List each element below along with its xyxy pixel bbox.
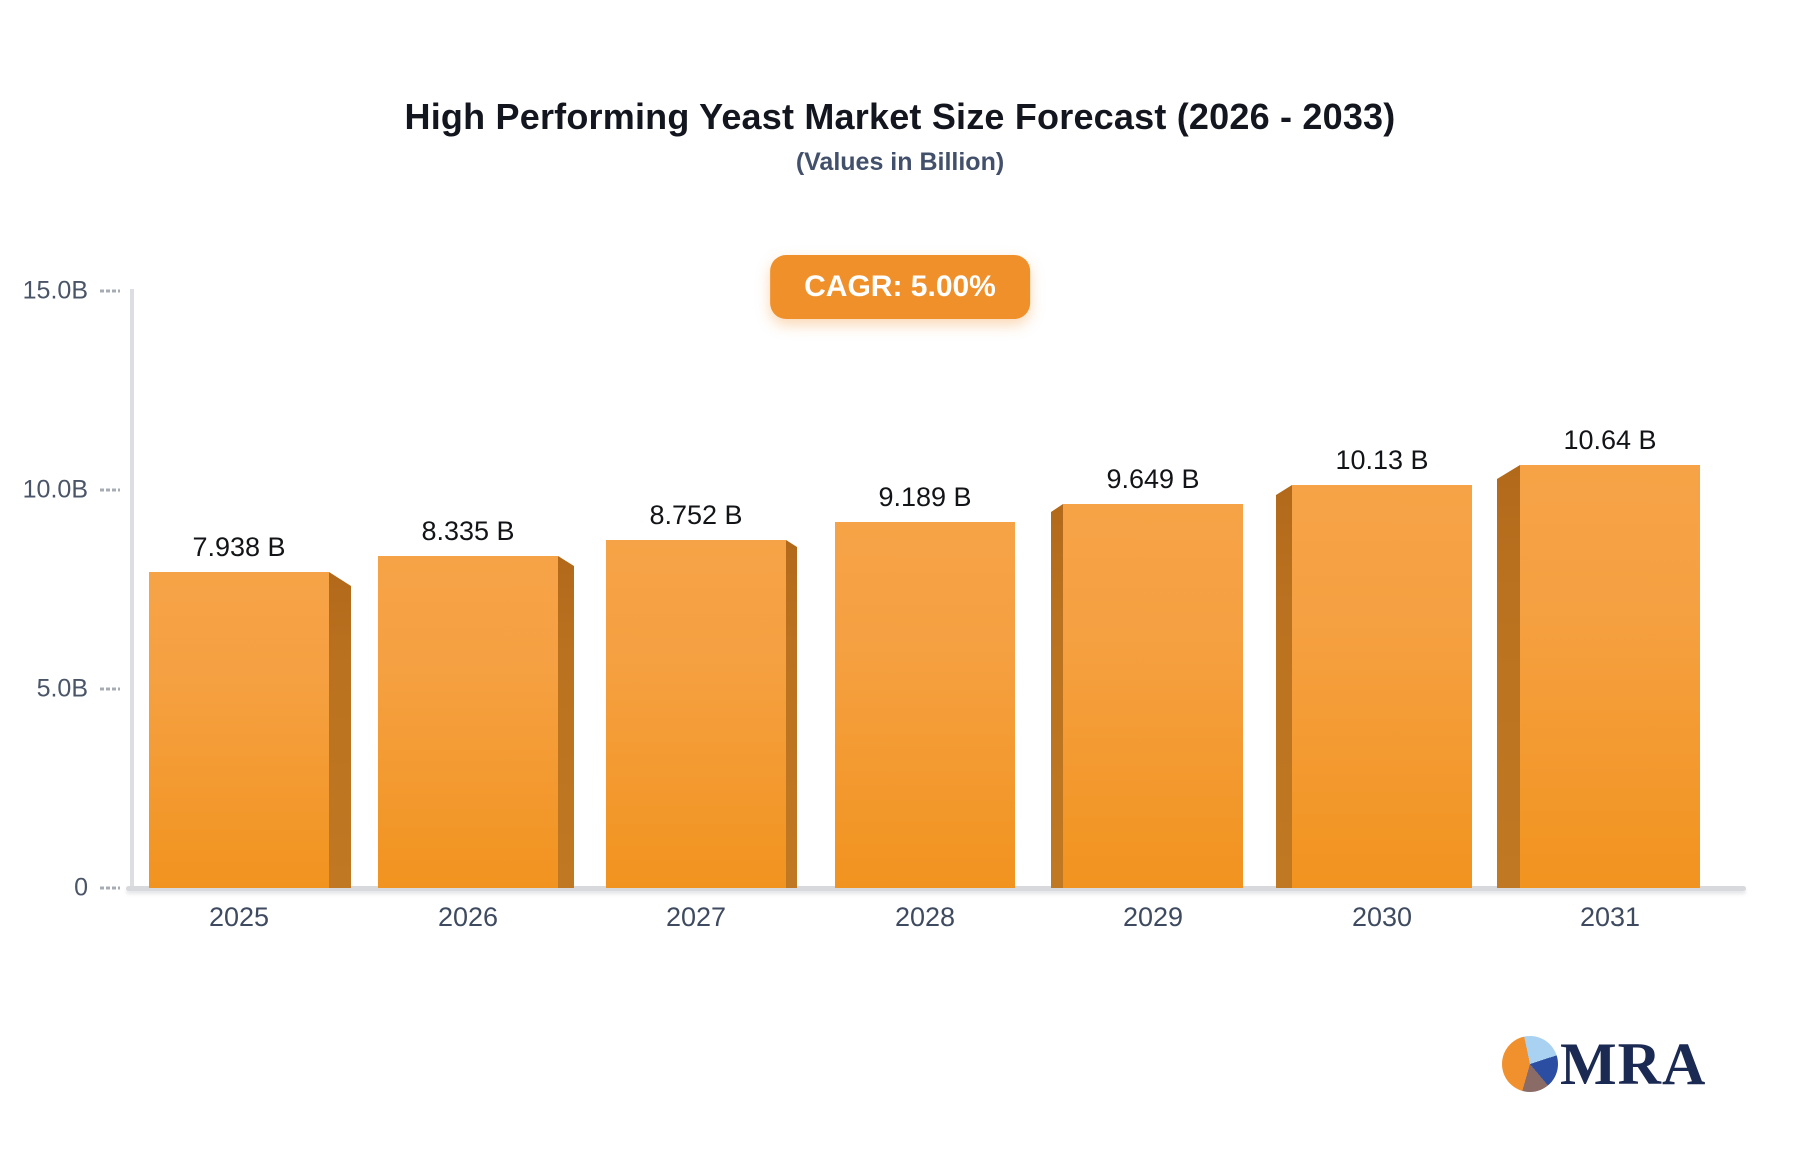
x-axis-label-2026: 2026 (437, 902, 499, 932)
x-axis-label-2025: 2025 (208, 902, 270, 932)
bar-side-2030 (1276, 485, 1292, 888)
mra-logo: MRA (1502, 1031, 1707, 1097)
y-tick-dash (100, 289, 120, 293)
bar-2031[interactable] (1520, 465, 1700, 888)
bar-2030[interactable] (1292, 485, 1472, 888)
bar-value-label-2028: 9.189 B (878, 482, 972, 512)
bar-value-label-2026: 8.335 B (421, 516, 515, 546)
y-tick-dash (100, 488, 120, 492)
chart-subtitle: (Values in Billion) (795, 148, 1005, 176)
bar-side-2027 (786, 540, 797, 888)
x-axis-label-2029: 2029 (1122, 902, 1184, 932)
bar-2025[interactable] (149, 572, 329, 888)
bar-2029[interactable] (1063, 504, 1243, 888)
bar-value-label-2030: 10.13 B (1335, 445, 1429, 475)
chart-title: High Performing Yeast Market Size Foreca… (404, 96, 1396, 137)
y-tick-label: 5.0B (36, 674, 88, 703)
x-axis-line (126, 886, 1746, 891)
bar-2028[interactable] (835, 522, 1015, 888)
y-axis-line (130, 289, 134, 888)
bar-value-label-2027: 8.752 B (649, 500, 743, 530)
mra-logo-text: MRA (1560, 1031, 1707, 1097)
y-tick-dash (100, 687, 120, 691)
bar-side-2029 (1051, 504, 1063, 888)
bar-value-label-2029: 9.649 B (1106, 464, 1200, 494)
bar-2027[interactable] (606, 540, 786, 888)
x-axis-label-2030: 2030 (1351, 902, 1413, 932)
bar-value-label-2025: 7.938 B (192, 532, 286, 562)
cagr-badge: CAGR: 5.00% (770, 255, 1030, 319)
x-axis-label-2027: 2027 (665, 902, 727, 932)
bar-2026[interactable] (378, 556, 558, 888)
y-tick-label: 0 (74, 873, 88, 902)
bar-side-2031 (1497, 465, 1520, 888)
bar-side-2026 (558, 556, 574, 888)
y-tick-label: 15.0B (22, 276, 88, 305)
mra-logo-pie-icon (1502, 1036, 1558, 1092)
y-tick-dash (100, 886, 120, 890)
x-axis-label-2028: 2028 (894, 902, 956, 932)
y-tick-label: 10.0B (22, 475, 88, 504)
bar-value-label-2031: 10.64 B (1563, 425, 1657, 455)
bar-side-2025 (329, 572, 351, 888)
x-axis-label-2031: 2031 (1579, 902, 1641, 932)
